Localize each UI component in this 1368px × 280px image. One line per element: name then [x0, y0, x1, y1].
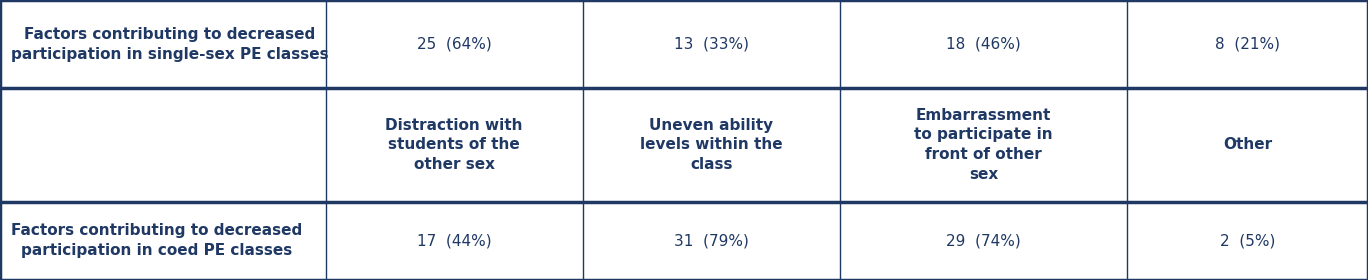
Text: Uneven ability
levels within the
class: Uneven ability levels within the class — [640, 118, 782, 172]
Text: 17  (44%): 17 (44%) — [417, 233, 491, 248]
Text: 8  (21%): 8 (21%) — [1215, 37, 1280, 52]
Text: 13  (33%): 13 (33%) — [674, 37, 748, 52]
Text: 18  (46%): 18 (46%) — [947, 37, 1021, 52]
Text: 2  (5%): 2 (5%) — [1220, 233, 1275, 248]
Text: Factors contributing to decreased
participation in single-sex PE classes: Factors contributing to decreased partic… — [11, 27, 328, 62]
Text: Factors contributing to decreased
participation in coed PE classes: Factors contributing to decreased partic… — [11, 223, 302, 258]
Text: Distraction with
students of the
other sex: Distraction with students of the other s… — [386, 118, 523, 172]
Text: 25  (64%): 25 (64%) — [417, 37, 491, 52]
Text: Embarrassment
to participate in
front of other
sex: Embarrassment to participate in front of… — [914, 108, 1053, 182]
Text: Other: Other — [1223, 137, 1272, 152]
Text: 31  (79%): 31 (79%) — [674, 233, 748, 248]
Text: 29  (74%): 29 (74%) — [947, 233, 1021, 248]
